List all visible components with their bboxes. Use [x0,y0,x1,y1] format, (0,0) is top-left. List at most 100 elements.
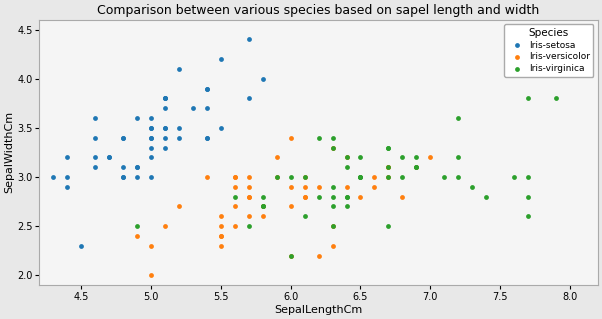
Iris-versicolor [244,194,253,199]
Iris-setosa [146,125,156,130]
Iris-versicolor [230,224,240,229]
Iris-setosa [258,76,267,81]
Iris-versicolor [300,194,309,199]
Iris-versicolor [216,224,226,229]
Iris-versicolor [383,174,393,180]
Iris-versicolor [258,204,267,209]
Iris-setosa [104,155,114,160]
Iris-setosa [146,155,156,160]
Iris-virginica [523,96,533,101]
Iris-virginica [342,204,352,209]
Iris-setosa [90,115,100,121]
Iris-versicolor [356,194,365,199]
Iris-virginica [342,194,352,199]
Iris-virginica [523,214,533,219]
Iris-versicolor [258,214,267,219]
Iris-setosa [132,174,142,180]
Iris-setosa [174,66,184,71]
Iris-virginica [314,135,323,140]
Iris-virginica [258,204,267,209]
Iris-setosa [146,174,156,180]
Iris-versicolor [244,174,253,180]
Iris-setosa [119,174,128,180]
Iris-setosa [146,135,156,140]
Iris-virginica [327,135,337,140]
Iris-setosa [132,165,142,170]
Iris-versicolor [216,234,226,239]
Iris-setosa [132,165,142,170]
Iris-versicolor [286,204,296,209]
Iris-setosa [160,135,170,140]
Iris-setosa [104,155,114,160]
Iris-virginica [482,194,491,199]
Iris-setosa [132,115,142,121]
Iris-virginica [383,145,393,150]
Iris-setosa [216,56,226,62]
Iris-virginica [397,155,407,160]
Iris-versicolor [146,273,156,278]
Iris-versicolor [244,194,253,199]
Iris-versicolor [286,135,296,140]
Iris-setosa [119,165,128,170]
Iris-virginica [383,224,393,229]
Iris-setosa [202,106,212,111]
Iris-setosa [146,135,156,140]
Iris-setosa [174,125,184,130]
Iris-setosa [160,96,170,101]
Iris-virginica [300,214,309,219]
Iris-versicolor [300,194,309,199]
Iris-virginica [286,174,296,180]
Iris-virginica [327,194,337,199]
Iris-versicolor [216,234,226,239]
Iris-versicolor [244,184,253,189]
Iris-virginica [327,204,337,209]
Iris-virginica [314,194,323,199]
Iris-virginica [230,194,240,199]
Iris-virginica [383,174,393,180]
Iris-virginica [412,165,421,170]
Iris-virginica [412,165,421,170]
Iris-versicolor [216,214,226,219]
Iris-virginica [412,155,421,160]
Iris-setosa [90,155,100,160]
Iris-virginica [342,155,352,160]
Iris-virginica [453,174,463,180]
Iris-versicolor [383,165,393,170]
Iris-virginica [342,165,352,170]
Iris-versicolor [300,184,309,189]
Iris-setosa [76,243,86,249]
Iris-virginica [342,194,352,199]
Iris-setosa [63,155,72,160]
Iris-versicolor [342,155,352,160]
Y-axis label: SepalWidthCm: SepalWidthCm [4,111,14,194]
Iris-virginica [244,224,253,229]
Iris-virginica [551,96,561,101]
Iris-virginica [272,174,282,180]
Iris-setosa [90,135,100,140]
X-axis label: SepalLengthCm: SepalLengthCm [275,305,363,315]
Iris-setosa [63,184,72,189]
Iris-virginica [356,174,365,180]
Iris-setosa [216,125,226,130]
Iris-versicolor [327,224,337,229]
Iris-virginica [453,115,463,121]
Iris-virginica [383,145,393,150]
Iris-setosa [49,174,58,180]
Iris-virginica [327,145,337,150]
Iris-setosa [90,165,100,170]
Iris-virginica [286,253,296,258]
Iris-setosa [160,125,170,130]
Iris-setosa [146,125,156,130]
Iris-virginica [258,204,267,209]
Iris-virginica [523,194,533,199]
Iris-virginica [356,174,365,180]
Iris-setosa [119,174,128,180]
Iris-setosa [119,135,128,140]
Iris-versicolor [314,184,323,189]
Iris-setosa [244,96,253,101]
Iris-setosa [119,135,128,140]
Iris-versicolor [230,184,240,189]
Iris-setosa [174,135,184,140]
Iris-versicolor [327,243,337,249]
Iris-virginica [258,194,267,199]
